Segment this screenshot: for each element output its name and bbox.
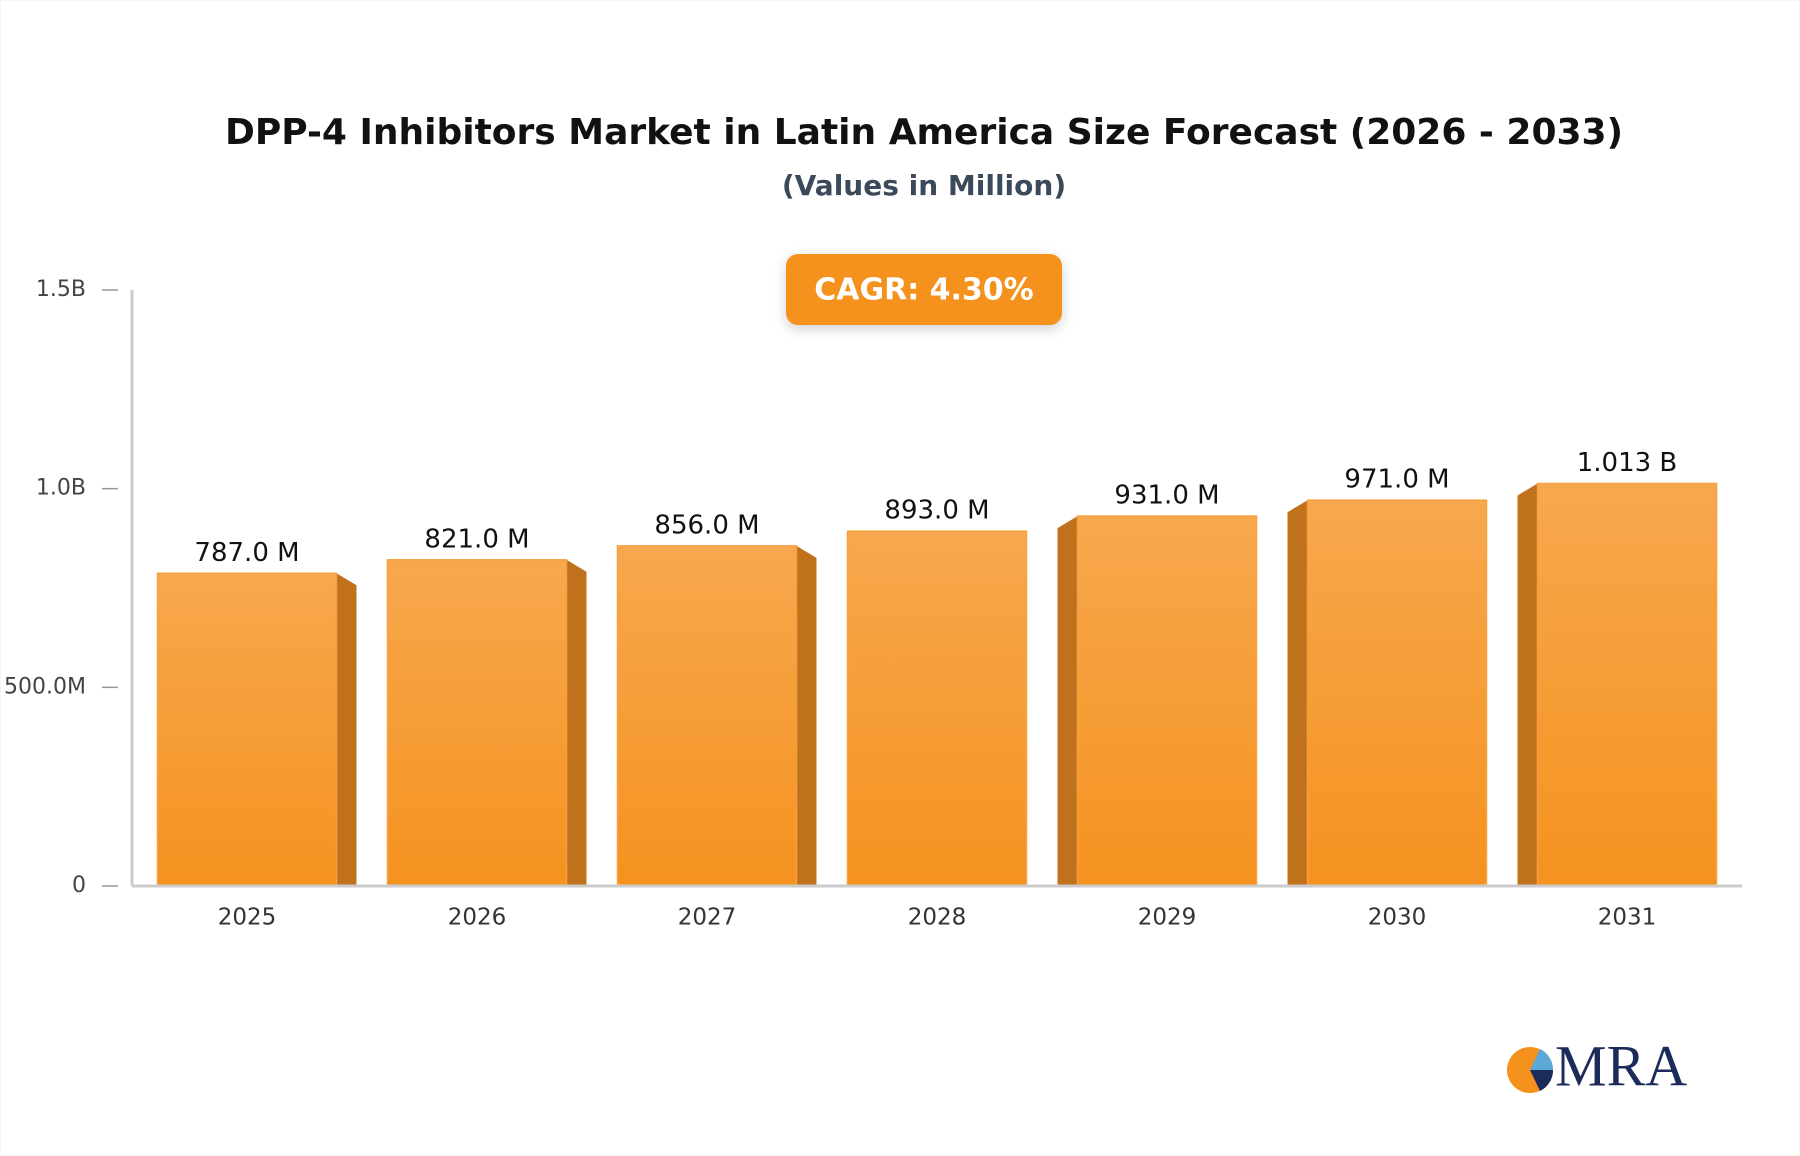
logo-slice [1530, 1070, 1554, 1091]
value-label: 931.0 M [1114, 481, 1219, 511]
bar [156, 572, 338, 887]
bar-side [1287, 500, 1308, 886]
bar [846, 530, 1028, 887]
bar-side [1057, 516, 1078, 886]
cagr-badge: CAGR: 4.30% [786, 254, 1062, 325]
cagr-text: CAGR: 4.30% [814, 273, 1033, 308]
chart-subtitle: (Values in Million) [782, 169, 1066, 202]
y-tick-label: 1.5B [36, 277, 86, 302]
x-tick-label: 2025 [218, 905, 277, 931]
bar [1306, 499, 1488, 887]
logo-slice [1530, 1049, 1554, 1070]
bar-side [1517, 483, 1538, 886]
x-tick-label: 2030 [1368, 905, 1427, 931]
y-tick-label: 0 [72, 873, 86, 898]
value-label: 893.0 M [884, 496, 989, 526]
y-tick-label: 500.0M [4, 674, 86, 699]
x-tick-label: 2031 [1598, 905, 1657, 931]
value-label: 787.0 M [194, 538, 299, 568]
bar [386, 559, 568, 887]
value-label: 856.0 M [654, 510, 759, 540]
badge-box [786, 254, 1062, 325]
x-tick-label: 2027 [678, 905, 737, 931]
bar [1076, 515, 1258, 887]
logo: MRA [1507, 1033, 1687, 1098]
x-tick-label: 2026 [448, 905, 507, 931]
bar [1536, 482, 1718, 887]
bar-side [336, 573, 357, 886]
y-tick-label: 1.0B [36, 476, 86, 501]
value-label: 821.0 M [424, 524, 529, 554]
bar [616, 545, 798, 887]
x-tick-label: 2028 [908, 905, 967, 931]
chart-title: DPP-4 Inhibitors Market in Latin America… [225, 112, 1623, 153]
bar-side [796, 545, 817, 886]
value-label: 1.013 B [1577, 448, 1678, 478]
x-tick-label: 2029 [1138, 905, 1197, 931]
value-label: 971.0 M [1344, 465, 1449, 495]
bar-side [566, 559, 587, 886]
logo-text: MRA [1555, 1033, 1687, 1098]
